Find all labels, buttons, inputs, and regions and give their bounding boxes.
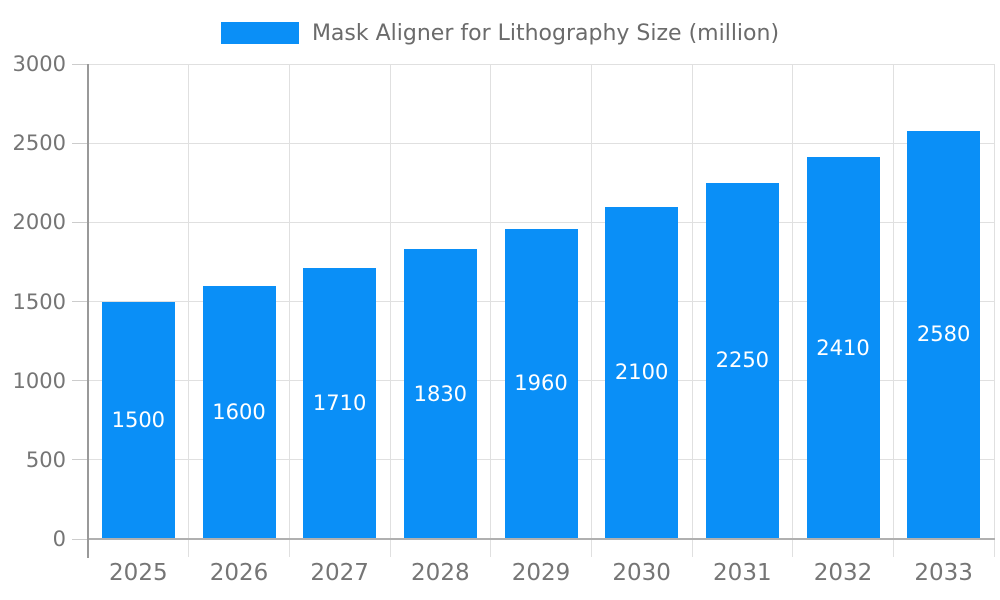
bar-value-label-2028: 1830 [413, 381, 468, 406]
y-tick-0 [72, 538, 88, 540]
x-axis-label-2032: 2032 [813, 560, 873, 586]
v-gridline-9 [993, 64, 995, 557]
bar-value-label-2032: 2410 [816, 335, 870, 360]
x-axis-label-2028: 2028 [411, 560, 470, 586]
bar-2026: 1600 [202, 285, 276, 539]
bar-value-label-2033: 2580 [916, 322, 971, 347]
v-gridline-3 [389, 64, 391, 557]
v-gridline-6 [691, 64, 693, 557]
x-axis-label-2027: 2027 [310, 560, 369, 586]
v-gridline-8 [892, 64, 894, 557]
bar-2025: 1500 [101, 301, 175, 539]
chart-legend: Mask Aligner for Lithography Size (milli… [0, 20, 1000, 46]
x-axis-label-2026: 2026 [209, 560, 269, 586]
x-axis-label-2031: 2031 [713, 560, 772, 586]
bar-2029: 1960 [504, 228, 578, 539]
y-tick-3000 [72, 63, 88, 65]
x-axis-label-2033: 2033 [914, 560, 973, 586]
plot-area: 1500 1600 1710 1830 1960 2100 2250 2410 2580 [72, 63, 995, 557]
h-gridline-2500 [88, 142, 994, 144]
x-axis-label-2029: 2029 [511, 560, 571, 586]
legend-swatch [220, 22, 299, 44]
bar-2027: 1710 [303, 268, 377, 539]
v-gridline-4 [490, 64, 492, 557]
bar-value-label-2031: 2250 [715, 348, 770, 373]
bar-2033: 2580 [907, 130, 981, 539]
x-axis-label-2030: 2030 [612, 560, 671, 586]
y-tick-2500 [72, 142, 88, 144]
bar-value-label-2030: 2100 [614, 360, 669, 385]
v-gridline-7 [792, 64, 794, 557]
y-axis-label-1500: 1500 [12, 289, 66, 314]
y-axis-line [87, 64, 89, 558]
bar-2032: 2410 [806, 157, 880, 539]
bar-value-label-2029: 1960 [514, 371, 568, 396]
y-axis-label-1000: 1000 [12, 368, 66, 393]
v-gridline-2 [288, 64, 290, 557]
y-tick-2000 [72, 221, 88, 223]
v-gridline-5 [590, 64, 592, 557]
bar-2031: 2250 [705, 182, 779, 539]
bar-2028: 1830 [403, 249, 477, 539]
y-tick-500 [72, 459, 88, 461]
h-gridline-2000 [88, 221, 994, 223]
y-axis-label-500: 500 [25, 447, 66, 472]
bar-value-label-2025: 1500 [111, 407, 166, 432]
x-axis-label-2025: 2025 [109, 560, 168, 586]
x-axis-baseline [87, 538, 995, 540]
chart-title: Mask Aligner for Lithography Size (milli… [311, 20, 780, 46]
v-gridline-1 [188, 64, 190, 557]
y-tick-1000 [72, 380, 88, 382]
y-axis-label-2500: 2500 [12, 131, 66, 156]
bar-2030: 2100 [605, 206, 679, 539]
y-axis-label-2000: 2000 [12, 210, 66, 235]
bar-value-label-2026: 1600 [212, 399, 266, 424]
y-axis-label-3000: 3000 [12, 52, 66, 76]
y-axis-label-0: 0 [52, 527, 66, 551]
h-gridline-3000 [88, 63, 994, 65]
y-tick-1500 [72, 301, 88, 302]
bar-value-label-2027: 1710 [312, 391, 367, 416]
